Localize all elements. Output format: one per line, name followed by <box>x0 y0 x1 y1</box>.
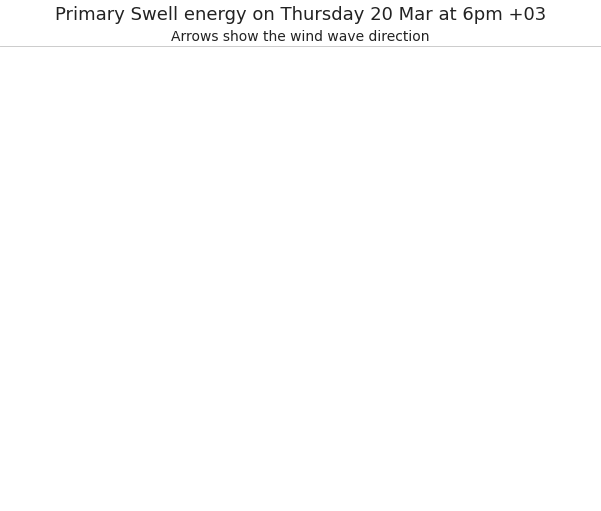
Text: cartopy required: cartopy required <box>243 271 358 286</box>
Text: Primary Swell energy on Thursday 20 Mar at 6pm +03: Primary Swell energy on Thursday 20 Mar … <box>55 6 546 24</box>
Text: Arrows show the wind wave direction: Arrows show the wind wave direction <box>171 30 430 44</box>
